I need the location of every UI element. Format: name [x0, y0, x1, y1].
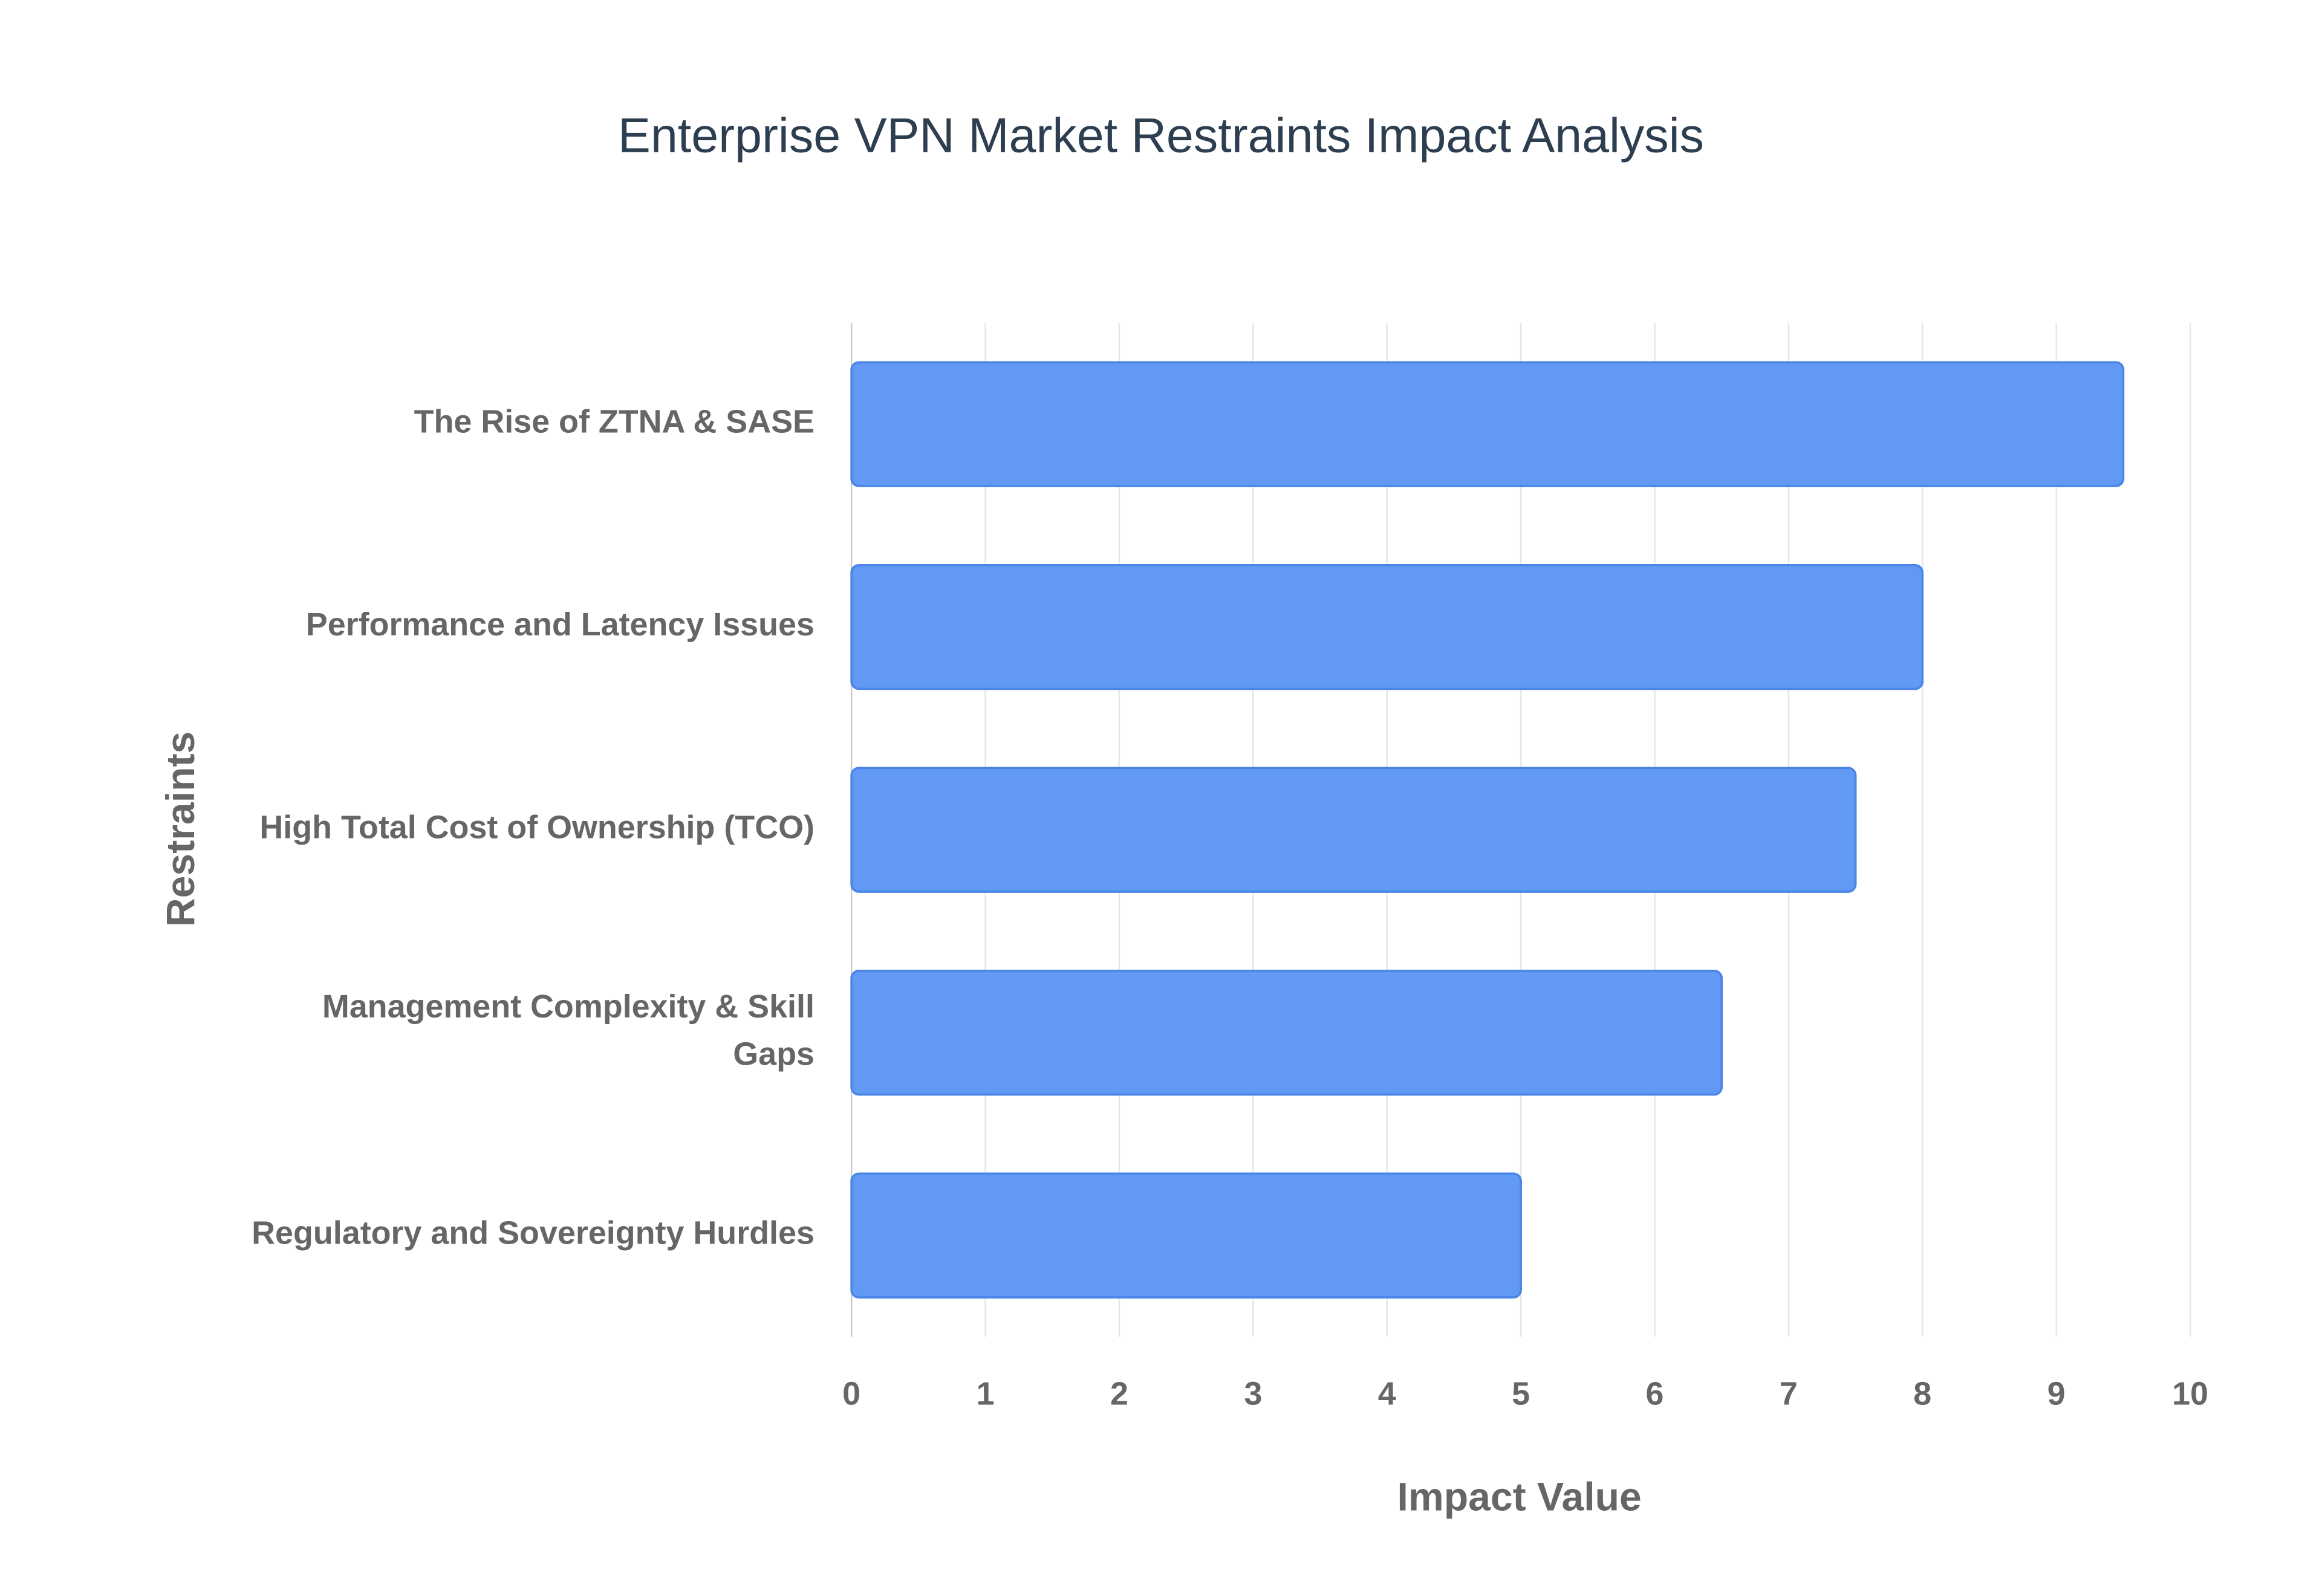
x-tick-label: 2 — [1110, 1376, 1128, 1412]
label-line: Gaps — [733, 1036, 815, 1072]
y-axis-title: Restraints — [158, 731, 203, 927]
x-tick-label: 3 — [1244, 1376, 1262, 1412]
y-tick-label: Regulatory and Sovereignty Hurdles — [252, 1215, 815, 1251]
bar — [850, 1172, 1522, 1299]
x-tick-label: 9 — [2047, 1376, 2066, 1412]
bar — [850, 969, 1723, 1096]
x-tick-label: 4 — [1378, 1376, 1396, 1412]
label-line: Performance and Latency Issues — [306, 606, 815, 643]
chart-title: Enterprise VPN Market Restraints Impact … — [618, 109, 1704, 163]
x-axis-title: Impact Value — [1397, 1474, 1642, 1519]
bar — [850, 361, 2125, 487]
bar — [850, 767, 1857, 893]
x-tick-label: 7 — [1780, 1376, 1798, 1412]
x-tick-label: 5 — [1512, 1376, 1530, 1412]
label-line: High Total Cost of Ownership (TCO) — [259, 809, 815, 846]
y-tick-label: Performance and Latency Issues — [306, 606, 815, 643]
x-tick-label: 6 — [1646, 1376, 1664, 1412]
x-tick-label: 10 — [2172, 1376, 2208, 1412]
y-tick-label: High Total Cost of Ownership (TCO) — [259, 809, 815, 846]
x-tick-label: 8 — [1913, 1376, 1931, 1412]
label-line: Regulatory and Sovereignty Hurdles — [252, 1215, 815, 1251]
y-tick-label: The Rise of ZTNA & SASE — [414, 404, 815, 440]
bar — [850, 563, 1924, 690]
label-line: Management Complexity & Skill — [322, 988, 815, 1025]
label-line: The Rise of ZTNA & SASE — [414, 404, 815, 440]
y-tick-label: Management Complexity & Skill Gaps — [322, 988, 815, 1072]
x-tick-label: 1 — [977, 1376, 995, 1412]
x-tick-label: 0 — [842, 1376, 860, 1412]
